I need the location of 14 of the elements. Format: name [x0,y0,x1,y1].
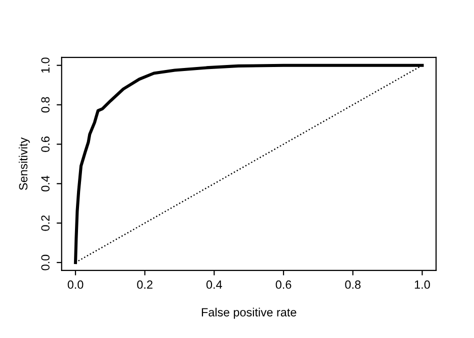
x-axis-title: False positive rate [202,308,296,319]
x-tick-label: 0.2 [137,280,152,289]
x-tick-label: 0.0 [68,280,84,289]
y-tick-label: 0.8 [41,97,50,113]
y-axis-title: Sensitivity [18,137,30,190]
x-tick-label: 0.4 [206,280,222,289]
y-tick-label: 0.2 [41,215,50,231]
x-tick-label: 0.6 [276,280,292,289]
y-tick-label: 0.4 [41,176,50,192]
x-tick-label: 1.0 [414,280,430,289]
y-tick-label: 0.6 [41,136,50,152]
y-tick-label: 1.0 [41,58,50,73]
y-tick-label: 0.0 [41,254,50,270]
x-tick-label: 0.8 [345,280,361,289]
